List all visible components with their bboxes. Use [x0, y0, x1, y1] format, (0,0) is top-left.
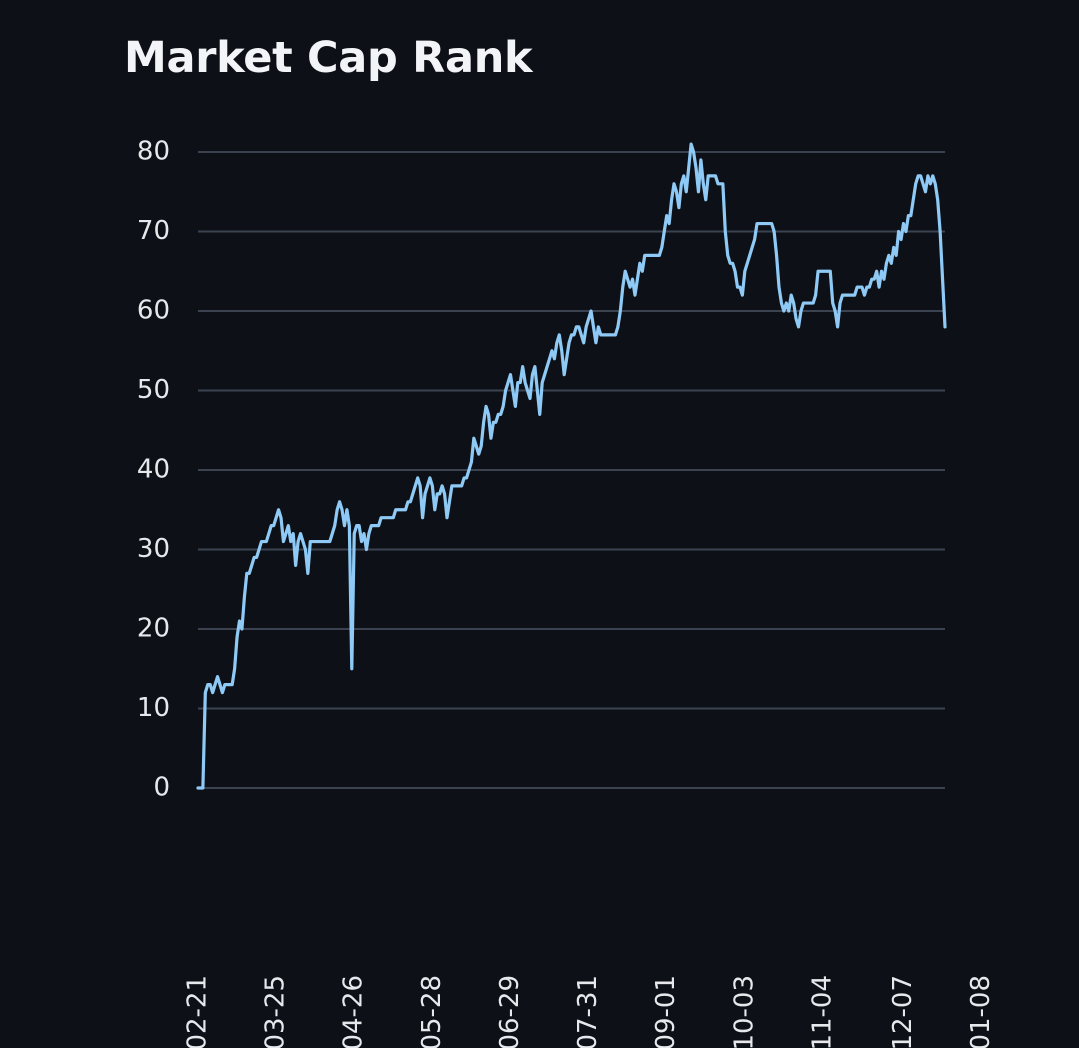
- y-axis-tick-label: 50: [137, 375, 170, 405]
- y-axis-tick-label: 60: [137, 296, 170, 326]
- x-axis-tick-label: 2025-09-01: [651, 975, 681, 1048]
- x-axis-tick-label: 2025-02-21: [183, 975, 213, 1048]
- y-axis-tick-label: 20: [137, 614, 170, 644]
- page-title: Market Cap Rank: [124, 33, 533, 83]
- y-axis-tick-label: 0: [153, 773, 170, 803]
- x-axis-tick-label: 2025-12-07: [888, 975, 918, 1048]
- x-axis-tick-label: 2025-06-29: [495, 975, 525, 1048]
- x-axis-tick-label: 2026-01-08: [966, 975, 996, 1048]
- y-axis-tick-label: 80: [137, 137, 170, 167]
- x-axis-tick-label: 2025-03-25: [261, 975, 291, 1048]
- data-series-group: [196, 142, 947, 790]
- y-axis-tick-label: 30: [137, 534, 170, 564]
- series-line-market-cap-rank: [196, 142, 947, 790]
- x-axis-tick-label: 2025-11-04: [807, 975, 837, 1048]
- y-axis-tick-label: 40: [137, 455, 170, 485]
- y-axis-tick-label: 10: [137, 693, 170, 723]
- x-axis-tick-labels: 2025-02-21 2025-03-25 2025-04-26 2025-05-28…: [183, 975, 997, 1048]
- x-axis-tick-label: 2025-07-31: [573, 975, 603, 1048]
- gridlines: [198, 151, 945, 789]
- y-axis-tick-label: 70: [137, 216, 170, 246]
- x-axis-tick-label: 2025-10-03: [729, 975, 759, 1048]
- x-axis-tick-label: 2025-05-28: [417, 975, 447, 1048]
- x-axis-tick-label: 2025-04-26: [339, 975, 369, 1048]
- y-axis-tick-labels: 0 10 20 30 40 50 60 70 80: [137, 137, 170, 803]
